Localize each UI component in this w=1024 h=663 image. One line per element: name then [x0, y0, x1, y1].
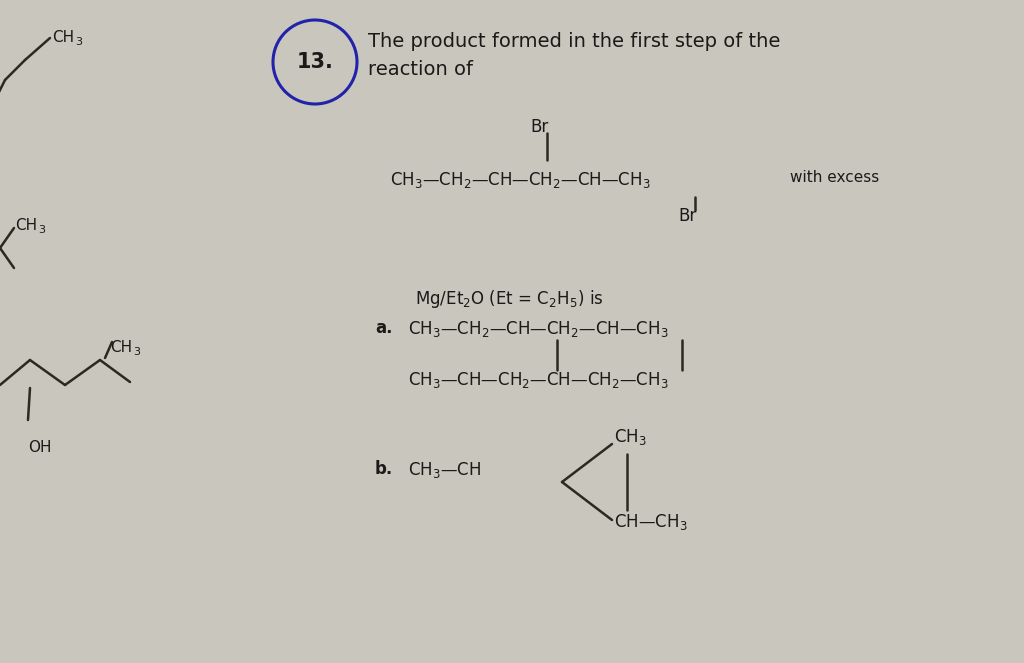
Text: 13.: 13.	[297, 52, 334, 72]
Text: b.: b.	[375, 460, 393, 478]
Text: CH—CH$_3$: CH—CH$_3$	[614, 512, 687, 532]
Text: Br: Br	[530, 118, 549, 136]
Text: CH: CH	[52, 30, 74, 45]
Text: 3: 3	[133, 347, 140, 357]
Text: OH: OH	[28, 440, 51, 455]
Text: CH$_3$—CH—CH$_2$—CH—CH$_2$—CH$_3$: CH$_3$—CH—CH$_2$—CH—CH$_2$—CH$_3$	[408, 370, 669, 390]
Text: Br: Br	[679, 207, 697, 225]
Text: reaction of: reaction of	[368, 60, 473, 79]
Text: Mg/Et$_2$O (Et = C$_2$H$_5$) is: Mg/Et$_2$O (Et = C$_2$H$_5$) is	[415, 288, 603, 310]
Text: CH$_3$—CH$_2$—CH—CH$_2$—CH—CH$_3$: CH$_3$—CH$_2$—CH—CH$_2$—CH—CH$_3$	[408, 319, 669, 339]
Text: CH: CH	[110, 340, 132, 355]
Text: with excess: with excess	[790, 170, 880, 185]
Text: The product formed in the first step of the: The product formed in the first step of …	[368, 32, 780, 51]
Text: 3: 3	[38, 225, 45, 235]
Text: CH$_3$: CH$_3$	[614, 427, 647, 447]
Text: CH: CH	[15, 218, 37, 233]
Text: a.: a.	[375, 319, 392, 337]
Text: CH$_3$—CH$_2$—CH—CH$_2$—CH—CH$_3$: CH$_3$—CH$_2$—CH—CH$_2$—CH—CH$_3$	[390, 170, 650, 190]
Text: CH$_3$—CH: CH$_3$—CH	[408, 460, 481, 480]
Text: 3: 3	[75, 37, 82, 47]
